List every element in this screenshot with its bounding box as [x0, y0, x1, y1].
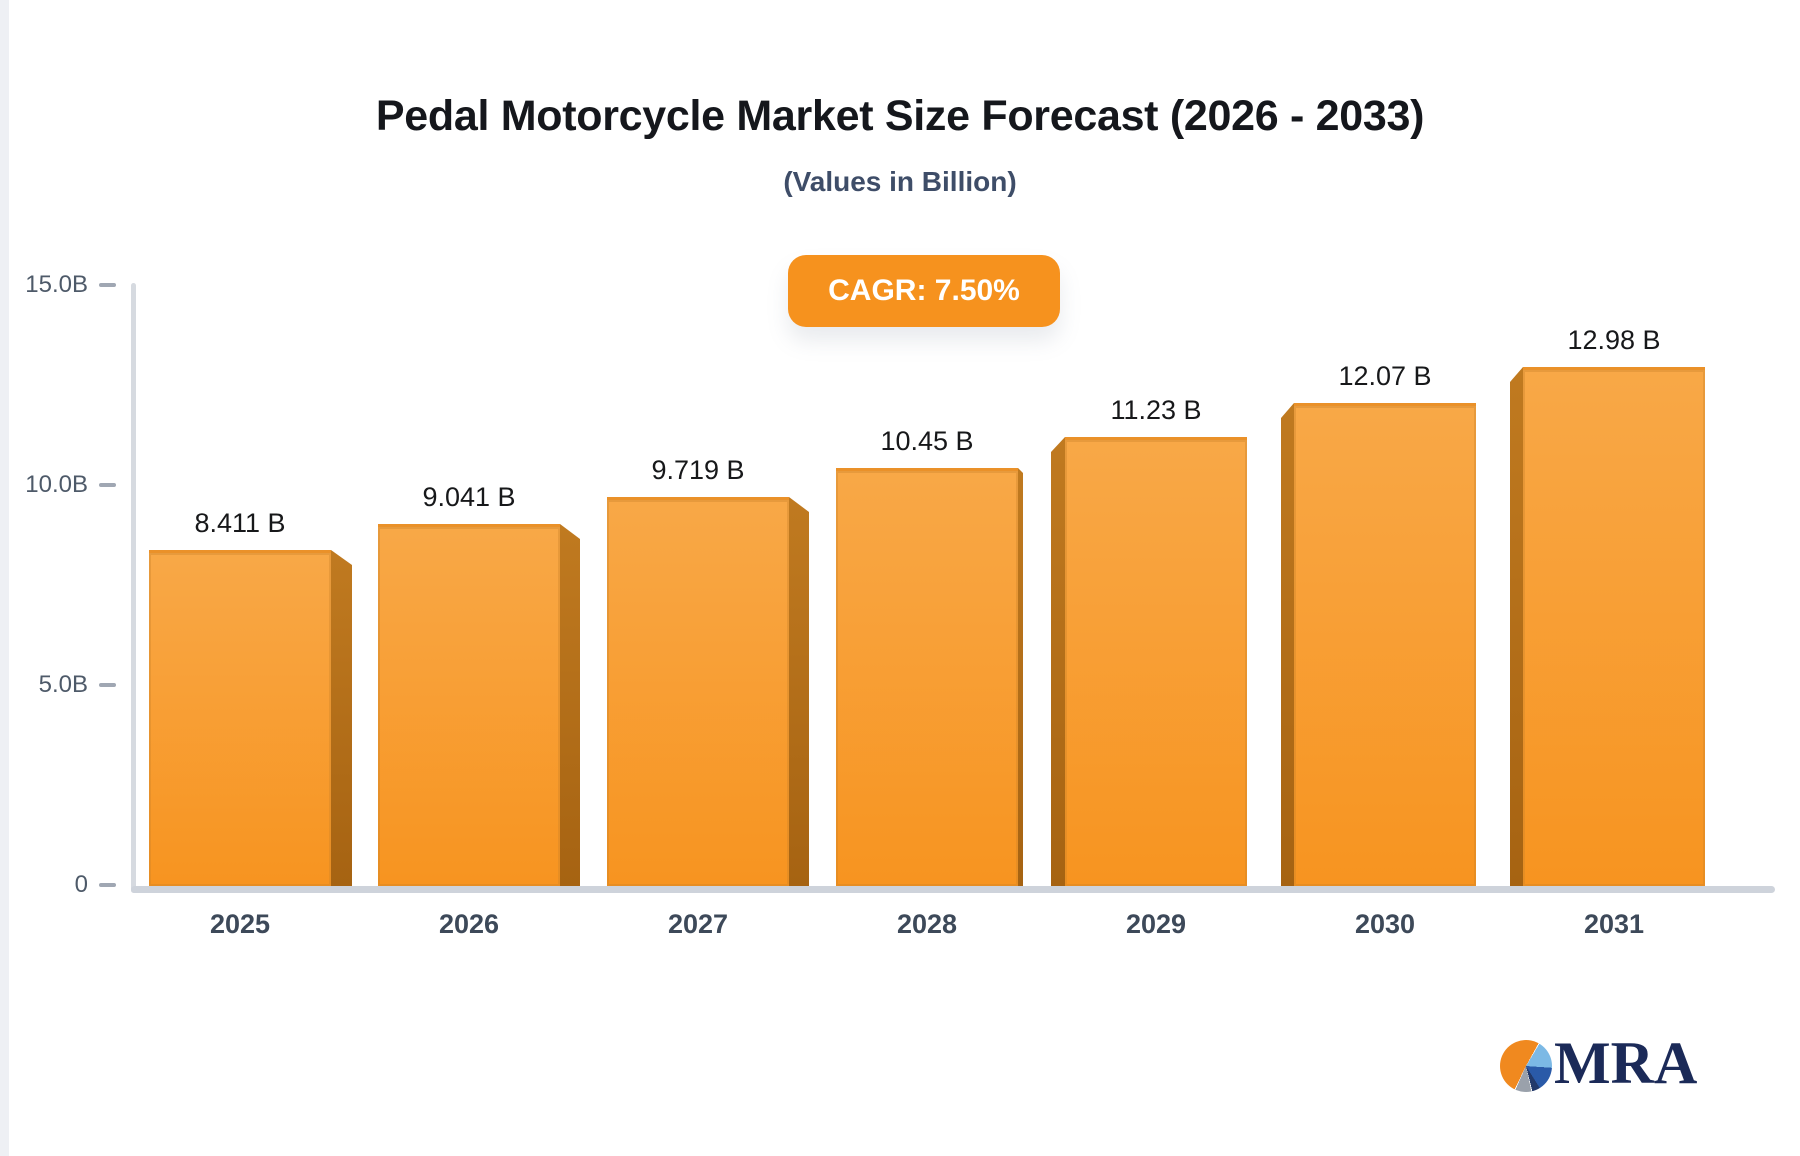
x-axis-label: 2030: [1354, 909, 1416, 939]
bar-value-label: 9.719 B: [651, 455, 745, 485]
y-axis-tick-mark: [99, 683, 116, 687]
bar-side-face: [1510, 367, 1523, 886]
bar-side-face: [331, 550, 352, 886]
y-axis-tick-label: 15.0B: [25, 271, 88, 298]
bar-side-face: [1051, 437, 1065, 886]
bar-face: [149, 550, 331, 886]
x-axis-label: 2026: [438, 909, 500, 939]
x-axis-label: 2028: [896, 909, 958, 939]
logo-text: MRA: [1554, 1030, 1698, 1096]
bar-value-label: 8.411 B: [194, 508, 286, 538]
y-axis-tick-mark: [99, 483, 116, 487]
bar-side-face: [789, 497, 809, 886]
logo-pie-icon: [1500, 1040, 1552, 1092]
bar-value-label: 9.041 B: [422, 482, 516, 512]
bar-face: [1065, 437, 1247, 886]
y-axis-tick-mark: [99, 883, 116, 887]
brand-logo: MRA: [1500, 1030, 1698, 1096]
bar-face: [1294, 403, 1476, 886]
chart-subtitle: (Values in Billion): [783, 166, 1017, 197]
x-axis-label: 2031: [1583, 909, 1645, 939]
bar-face: [607, 497, 789, 886]
bar-value-label: 12.98 B: [1567, 325, 1661, 355]
bar-value-label: 12.07 B: [1338, 361, 1432, 391]
y-axis-tick-label: 10.0B: [25, 471, 88, 498]
x-axis-label: 2025: [209, 909, 271, 939]
bar-side-face: [1018, 468, 1023, 886]
bar-face: [1523, 367, 1705, 886]
y-axis-line: [131, 283, 136, 893]
x-axis-label: 2027: [667, 909, 729, 939]
page-left-border: [0, 0, 9, 1156]
bar-side-face: [1281, 403, 1294, 886]
y-axis-tick-mark: [99, 283, 116, 287]
cagr-badge: CAGR: 7.50%: [788, 255, 1060, 327]
bar-side-face: [560, 524, 580, 886]
bar-face: [378, 524, 560, 886]
x-axis-line: [131, 886, 1775, 893]
bar-value-label: 10.45 B: [880, 426, 974, 456]
bar-face: [836, 468, 1018, 886]
bar-value-label: 11.23 B: [1110, 395, 1202, 425]
y-axis-tick-label: 5.0B: [38, 671, 88, 698]
chart-title: Pedal Motorcycle Market Size Forecast (2…: [375, 92, 1425, 140]
y-axis-tick-label: 0: [74, 871, 88, 898]
x-axis-label: 2029: [1125, 909, 1187, 939]
